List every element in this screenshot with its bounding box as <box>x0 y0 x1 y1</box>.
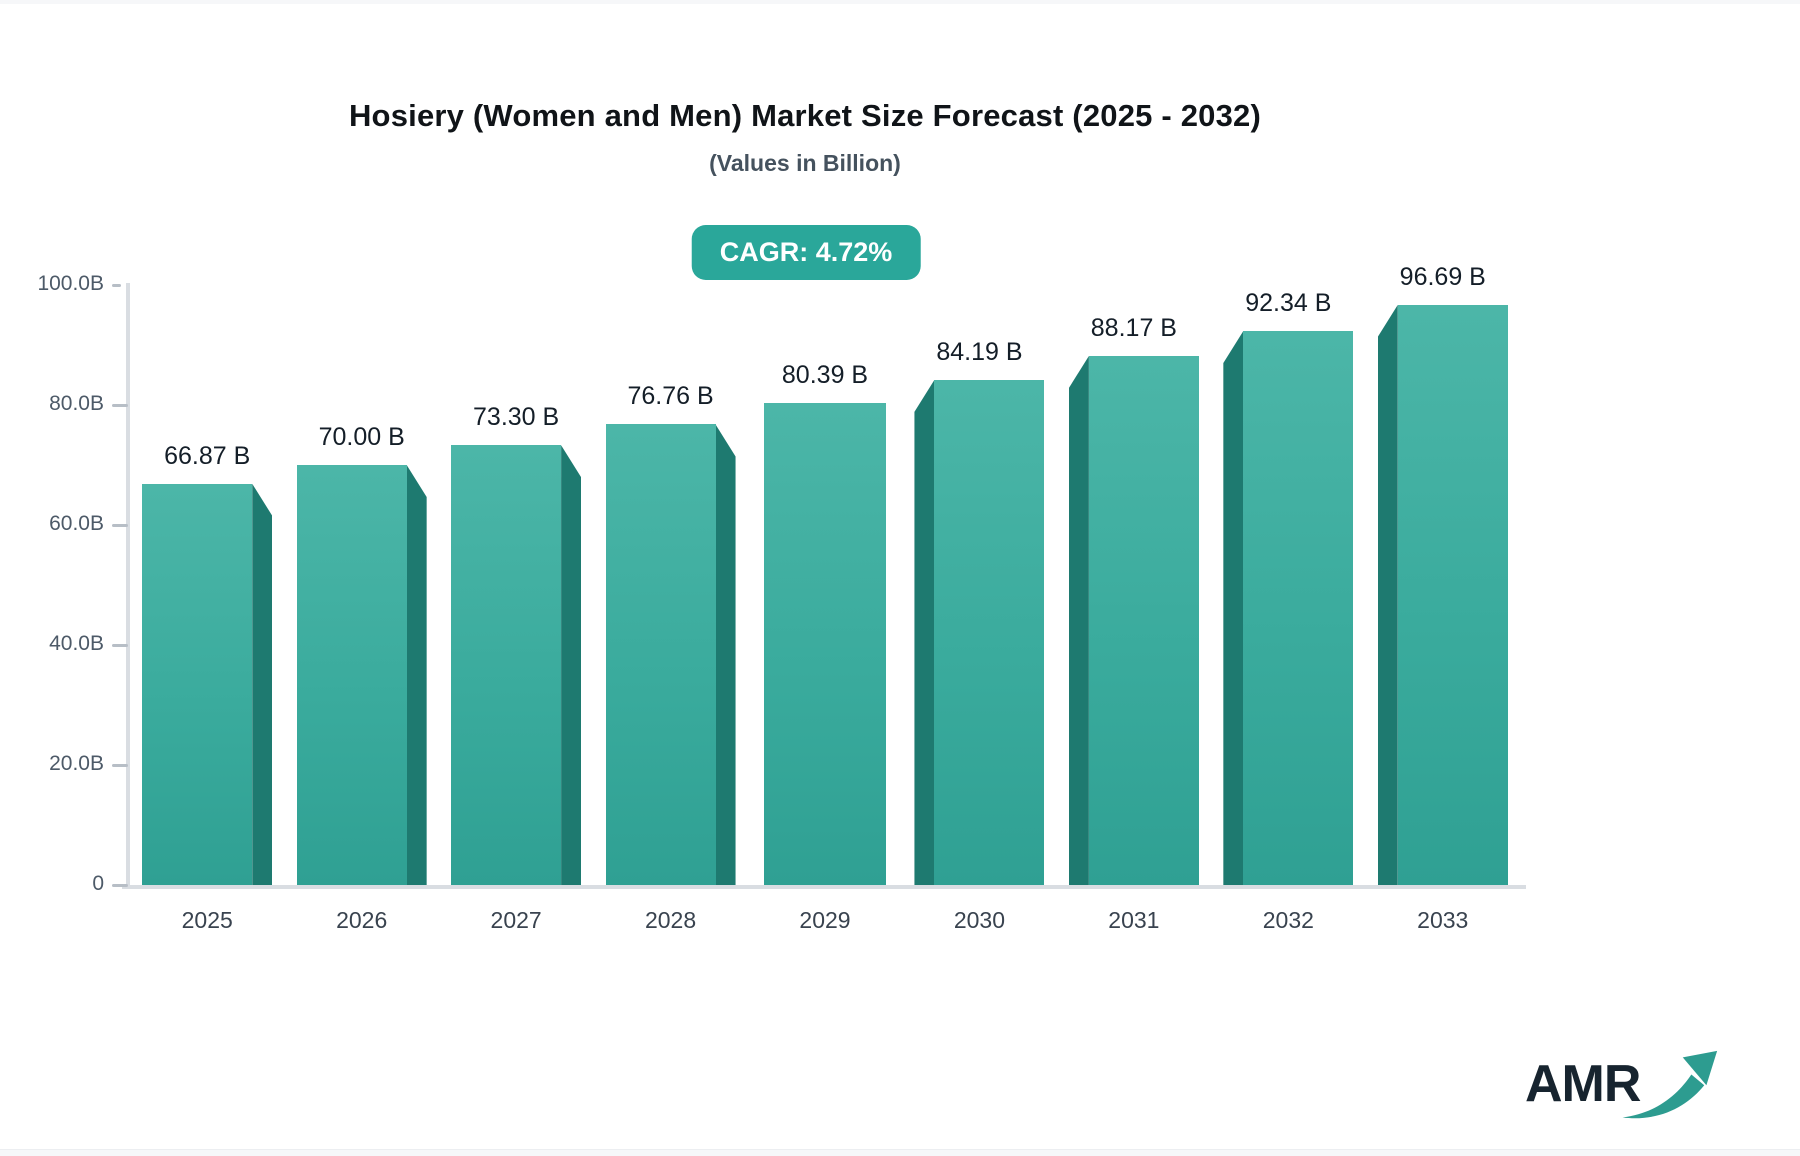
bar-face-2025 <box>142 483 253 885</box>
bar-value-label-2031: 88.17 B <box>1090 313 1177 342</box>
bar-value-label-2032: 92.34 B <box>1245 288 1332 317</box>
x-tick-label-2031: 2031 <box>1108 907 1160 933</box>
x-axis-line <box>122 885 1526 889</box>
bar-side-2025 <box>252 483 273 885</box>
y-tick-label: 80.0B <box>49 392 104 415</box>
bar-value-label-2033: 96.69 B <box>1399 262 1486 291</box>
bar-value-label-2025: 66.87 B <box>164 441 251 470</box>
bar-face-2032 <box>1243 330 1354 885</box>
bar-value-label-2030: 84.19 B <box>936 337 1023 366</box>
y-tick-label: 20.0B <box>49 752 104 775</box>
y-tick-mark <box>112 284 121 287</box>
y-tick-label: 40.0B <box>49 632 104 655</box>
bar-face-2026 <box>296 465 407 885</box>
amr-logo-text: AMR <box>1525 1055 1641 1113</box>
cagr-badge: CAGR: 4.72% <box>691 225 921 280</box>
x-tick-label-2029: 2029 <box>799 907 851 933</box>
bar-face-2027 <box>451 445 562 885</box>
bar-side-2028 <box>715 424 736 885</box>
bar-side-2031 <box>1068 355 1089 885</box>
y-tick-label: 0 <box>92 872 104 895</box>
trend-up-arrow-icon <box>1622 1050 1718 1119</box>
amr-logo: AMR <box>1525 1042 1745 1132</box>
chart-title: Hosiery (Women and Men) Market Size Fore… <box>348 98 1262 133</box>
bar-value-label-2027: 73.30 B <box>473 403 560 432</box>
x-tick-label-2027: 2027 <box>490 907 542 933</box>
x-tick-label-2033: 2033 <box>1417 907 1469 933</box>
bar-face-2028 <box>605 424 716 885</box>
bar-side-2026 <box>406 465 427 885</box>
y-axis-line <box>126 283 130 889</box>
y-tick-mark <box>112 524 128 527</box>
y-tick-mark <box>112 884 128 887</box>
bar-side-2027 <box>561 445 582 885</box>
bar-value-label-2029: 80.39 B <box>781 360 869 389</box>
bar-side-2033 <box>1377 304 1398 885</box>
bar-side-2032 <box>1223 330 1244 885</box>
page-bottom-edge <box>0 1149 1800 1156</box>
x-tick-label-2032: 2032 <box>1262 907 1314 933</box>
bar-face-2031 <box>1088 355 1199 885</box>
bar-value-label-2026: 70.00 B <box>318 423 405 451</box>
bar-face-2033 <box>1397 304 1508 885</box>
x-tick-label-2030: 2030 <box>953 907 1006 933</box>
x-tick-label-2028: 2028 <box>644 907 697 933</box>
bar-face-2029 <box>764 402 886 885</box>
y-tick-label: 60.0B <box>49 512 104 535</box>
chart-subtitle: (Values in Billion) <box>709 150 901 176</box>
page-top-edge <box>0 0 1800 4</box>
y-tick-label: 100.0B <box>37 272 104 295</box>
bar-value-label-2028: 76.76 B <box>627 382 714 411</box>
y-tick-mark <box>112 404 128 407</box>
x-tick-label-2025: 2025 <box>181 907 233 933</box>
bar-side-2030 <box>914 379 935 885</box>
x-tick-label-2026: 2026 <box>336 907 388 933</box>
y-tick-mark <box>112 644 128 647</box>
y-tick-mark <box>112 764 128 767</box>
bar-face-2030 <box>934 379 1045 885</box>
